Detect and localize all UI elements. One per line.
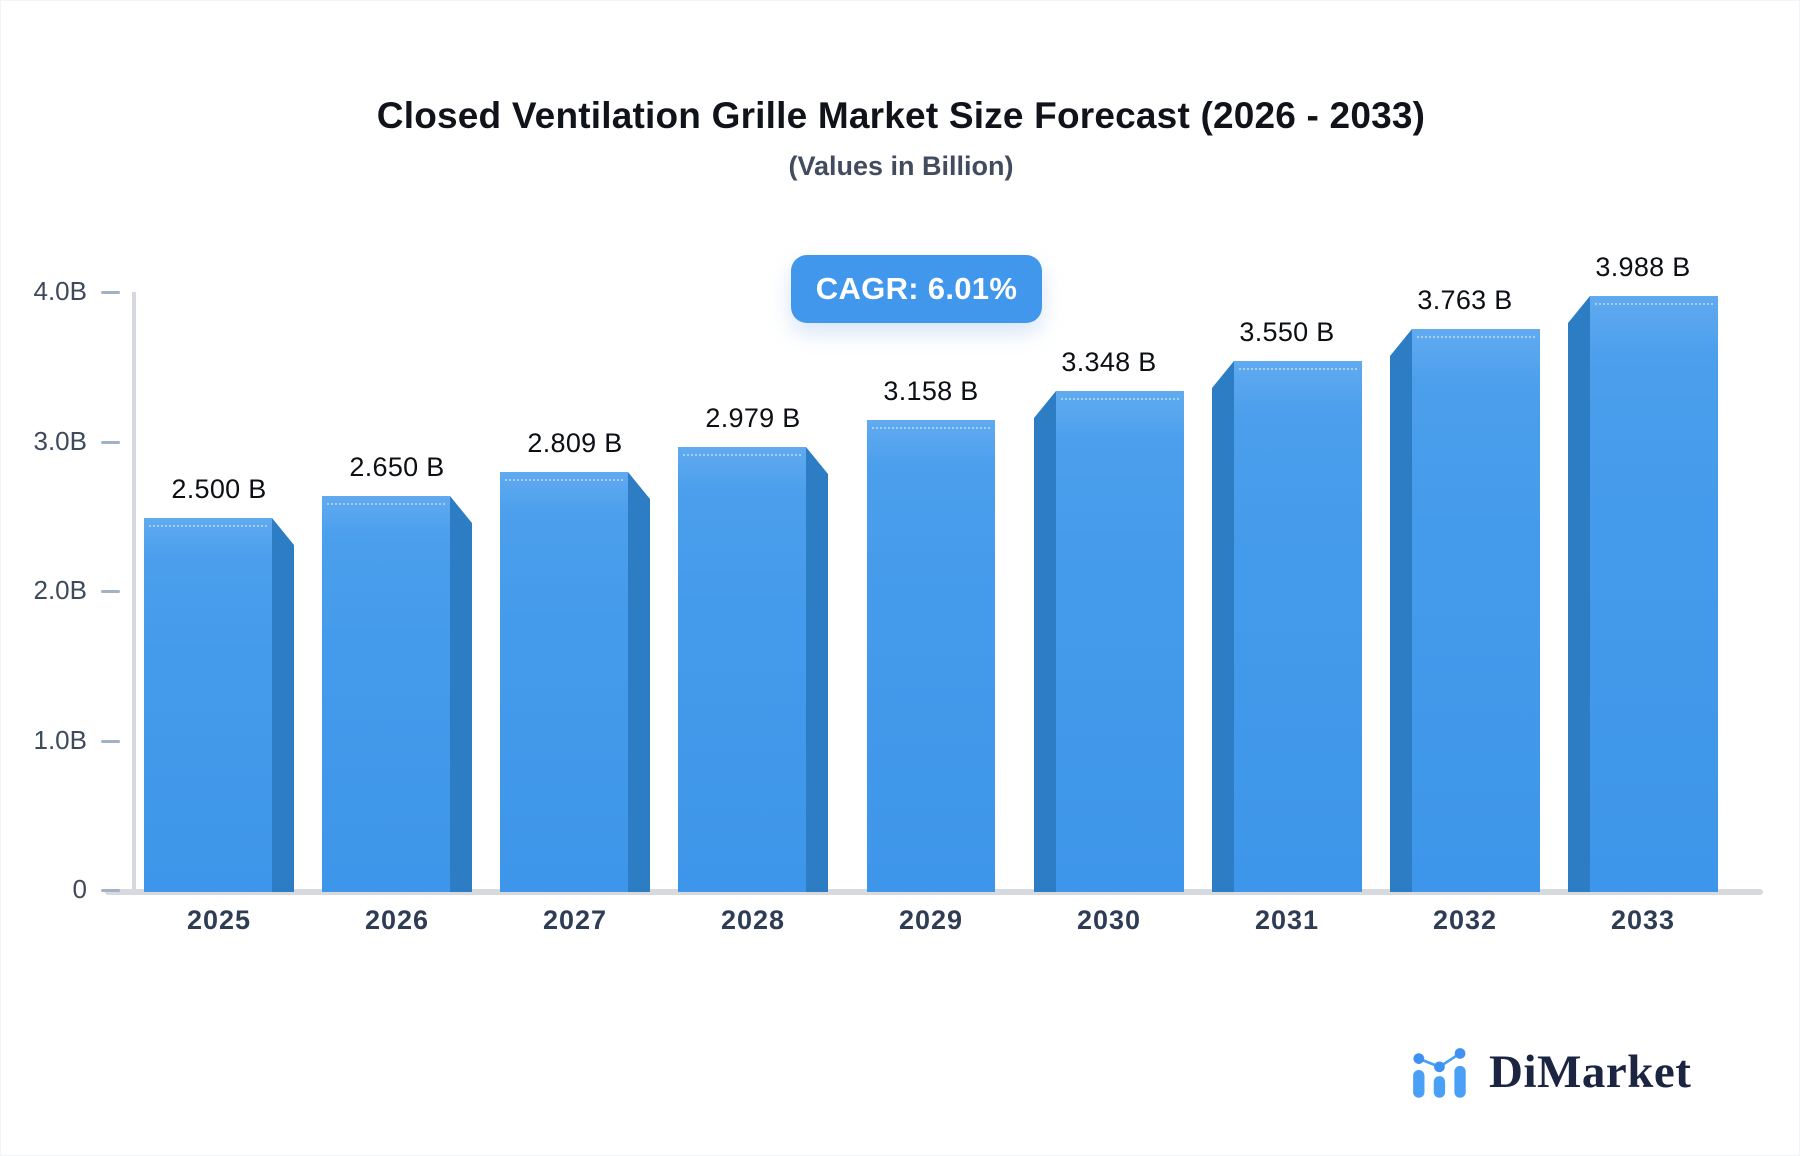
bar-face bbox=[678, 447, 806, 892]
cagr-badge: CAGR: 6.01% bbox=[791, 255, 1042, 323]
y-axis-tick-label: 2.0B bbox=[33, 575, 88, 605]
y-axis-tick-mark bbox=[101, 291, 120, 294]
bar-value-label: 3.348 B bbox=[1061, 347, 1157, 377]
bar-line-chart-logo-icon bbox=[1413, 1048, 1466, 1098]
bar-2026 bbox=[322, 496, 472, 892]
y-axis-tick-mark bbox=[101, 590, 120, 593]
bar-3d-side bbox=[1212, 361, 1234, 892]
bar-2028 bbox=[678, 447, 828, 892]
bar-face bbox=[867, 420, 995, 892]
bar-face bbox=[1234, 361, 1362, 892]
x-axis-tick-label: 2029 bbox=[898, 905, 964, 935]
bar-2029 bbox=[856, 420, 1006, 892]
bar-value-label: 2.650 B bbox=[349, 452, 445, 482]
x-axis-tick-label: 2027 bbox=[542, 905, 608, 935]
y-axis-tick-label: 3.0B bbox=[33, 425, 88, 456]
bar-top-highlight bbox=[1595, 303, 1713, 305]
x-axis-tick-label: 2028 bbox=[720, 905, 786, 935]
bar-value-label: 3.988 B bbox=[1595, 252, 1691, 282]
chart-subtitle: (Values in Billion) bbox=[788, 151, 1014, 181]
bar-2030 bbox=[1034, 391, 1184, 892]
bar-face bbox=[144, 518, 272, 892]
x-axis-tick-label: 2032 bbox=[1432, 905, 1498, 935]
y-axis-tick-mark bbox=[101, 440, 120, 444]
bar-value-label: 2.500 B bbox=[171, 474, 267, 504]
x-axis-tick-label: 2026 bbox=[364, 905, 430, 935]
bar-3d-side bbox=[1034, 391, 1056, 892]
bar-face bbox=[322, 496, 450, 892]
bar-top-highlight bbox=[505, 479, 623, 481]
y-axis-line bbox=[132, 292, 136, 891]
x-axis-tick-label: 2025 bbox=[186, 905, 252, 935]
brand-name: DiMarket bbox=[1489, 1046, 1692, 1098]
bar-2033 bbox=[1568, 296, 1718, 892]
bar-value-label: 3.763 B bbox=[1417, 285, 1513, 315]
bar-top-highlight bbox=[1417, 336, 1535, 338]
bar-face bbox=[1590, 296, 1718, 892]
bar-value-label: 2.809 B bbox=[527, 428, 623, 458]
bar-2027 bbox=[500, 472, 650, 892]
y-axis-tick-label: 1.0B bbox=[33, 724, 88, 755]
y-axis-tick-label: 4.0B bbox=[33, 276, 88, 306]
bar-face bbox=[500, 472, 628, 892]
bar-top-highlight bbox=[872, 427, 990, 429]
bar-3d-side bbox=[1390, 329, 1412, 892]
bar-3d-side bbox=[1568, 296, 1590, 892]
y-axis-tick-label: 0 bbox=[72, 874, 87, 904]
bar-top-highlight bbox=[683, 454, 801, 456]
bar-top-highlight bbox=[1239, 368, 1357, 370]
y-axis-tick-mark bbox=[101, 889, 120, 892]
bar-value-label: 3.550 B bbox=[1239, 317, 1335, 347]
bar-face bbox=[1412, 329, 1540, 892]
x-axis-tick-label: 2030 bbox=[1076, 905, 1142, 935]
bar-2032 bbox=[1390, 329, 1540, 892]
y-axis-tick-mark bbox=[101, 739, 120, 743]
bar-value-label: 2.979 B bbox=[705, 403, 801, 433]
bar-3d-side bbox=[628, 472, 650, 892]
x-axis-tick-label: 2031 bbox=[1254, 905, 1320, 935]
bar-face bbox=[1056, 391, 1184, 892]
bar-value-label: 3.158 B bbox=[883, 376, 979, 406]
bar-top-highlight bbox=[1061, 398, 1179, 400]
bar-2025 bbox=[144, 518, 294, 892]
bar-top-highlight bbox=[149, 525, 267, 527]
x-axis-baseline bbox=[105, 889, 1763, 895]
x-axis-tick-label: 2033 bbox=[1610, 905, 1676, 935]
chart-title: Closed Ventilation Grille Market Size Fo… bbox=[376, 95, 1426, 136]
bar-3d-side bbox=[806, 447, 828, 892]
bar-2031 bbox=[1212, 361, 1362, 892]
bar-3d-side bbox=[450, 496, 472, 892]
bar-3d-side bbox=[272, 518, 294, 892]
brand-watermark: DiMarket bbox=[1409, 1033, 1691, 1111]
bar-top-highlight bbox=[327, 503, 445, 505]
